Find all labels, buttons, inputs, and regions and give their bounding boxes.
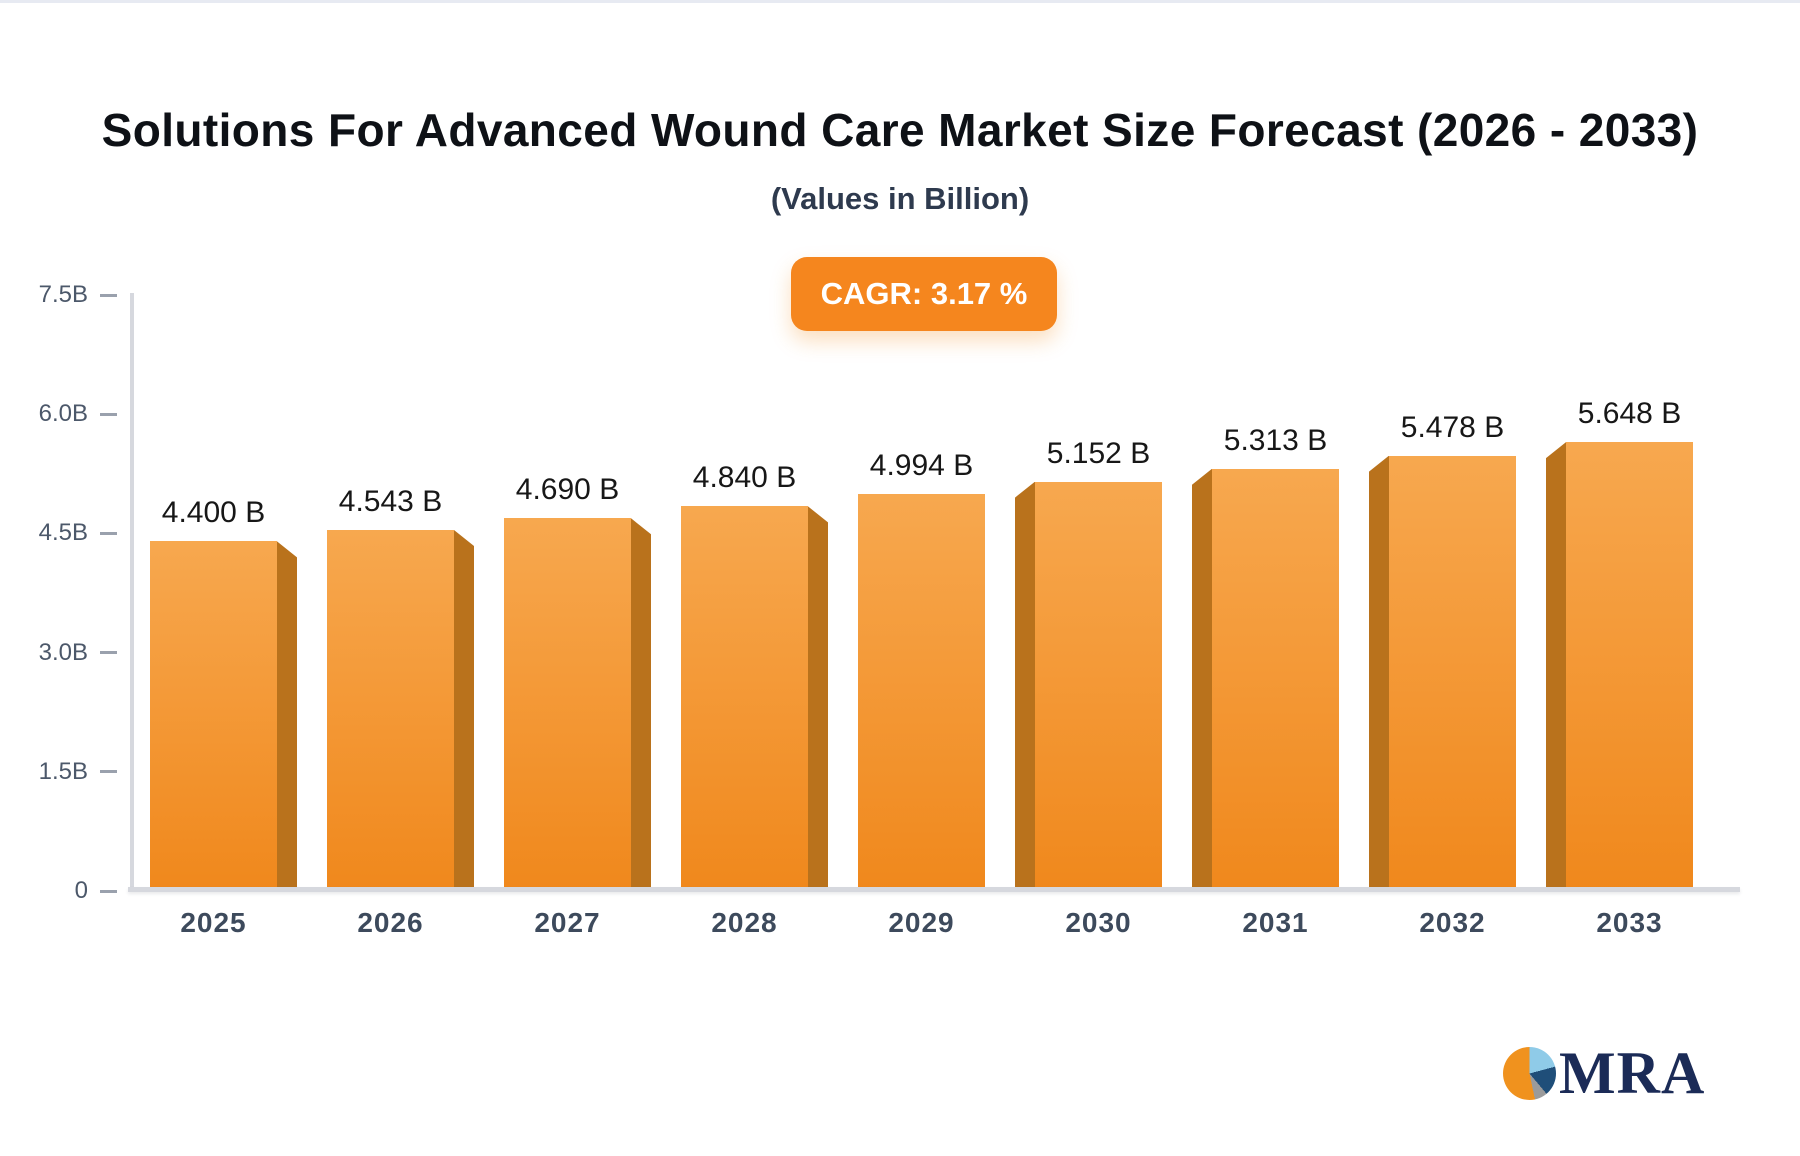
bar-value-label-2033: 5.648 B <box>1577 397 1682 431</box>
y-axis-tick-label: 4.5B <box>38 519 88 547</box>
y-axis-line <box>130 293 134 891</box>
bar-2025 <box>150 541 277 890</box>
bar-side-2032 <box>1369 455 1389 890</box>
bar-side-2030 <box>1015 481 1035 890</box>
bar-value-label-2032: 5.478 B <box>1400 410 1505 444</box>
x-axis-label-2027: 2027 <box>534 907 601 938</box>
bar-2029 <box>858 494 985 890</box>
bar-value-label-2030: 5.152 B <box>1046 436 1151 470</box>
bar-2027 <box>504 518 631 890</box>
bar-value-label-2028: 4.840 B <box>692 461 797 495</box>
x-axis-label-2026: 2026 <box>357 907 424 938</box>
y-axis-tick-label: 7.5B <box>38 281 88 308</box>
x-axis-line <box>128 887 1740 892</box>
x-axis-label-2032: 2032 <box>1419 907 1486 938</box>
x-axis-label-2033: 2033 <box>1596 907 1663 938</box>
bar-2030 <box>1035 481 1162 890</box>
bar-side-2031 <box>1192 468 1212 890</box>
y-axis-tick-label: 0 <box>74 877 88 904</box>
x-axis-label-2029: 2029 <box>888 907 955 938</box>
bar-value-label-2027: 4.690 B <box>515 473 620 507</box>
bar-side-2025 <box>277 541 297 890</box>
y-axis-tick-label: 6.0B <box>38 400 88 428</box>
bar-2031 <box>1212 468 1339 890</box>
bar-side-2028 <box>808 506 828 890</box>
bar-side-2026 <box>454 529 474 890</box>
x-axis-label-2030: 2030 <box>1065 907 1132 938</box>
bar-value-label-2031: 5.313 B <box>1223 423 1328 457</box>
y-axis-tick <box>100 412 117 416</box>
y-axis-tick <box>100 651 117 655</box>
bar-2026 <box>327 529 454 890</box>
bar-2033 <box>1566 442 1693 890</box>
y-axis-tick-label: 1.5B <box>38 757 88 785</box>
x-axis-label-2028: 2028 <box>711 907 778 938</box>
bar-value-label-2026: 4.543 B <box>338 484 443 518</box>
bar-value-label-2025: 4.400 B <box>161 496 266 530</box>
y-axis-tick <box>100 889 117 893</box>
y-axis-tick <box>100 293 117 297</box>
pie-chart-logo-icon <box>1503 1046 1556 1100</box>
bar-side-2027 <box>631 518 651 890</box>
cagr-badge: CAGR: 3.17 % <box>791 257 1057 331</box>
bar-2028 <box>681 506 808 890</box>
chart-title: Solutions For Advanced Wound Care Market… <box>101 104 1699 156</box>
y-axis-tick <box>100 531 117 535</box>
x-axis-label-2025: 2025 <box>180 907 247 938</box>
bar-2032 <box>1389 455 1516 890</box>
bar-side-2033 <box>1546 442 1566 890</box>
brand-name: MRA <box>1559 1039 1706 1106</box>
brand-logo: MRA <box>1503 1040 1705 1106</box>
bar-value-label-2029: 4.994 B <box>869 449 974 483</box>
chart-subtitle: (Values in Billion) <box>770 181 1030 216</box>
x-axis-label-2031: 2031 <box>1242 907 1309 938</box>
y-axis-tick-label: 3.0B <box>38 638 88 666</box>
y-axis-tick <box>100 770 117 774</box>
cagr-badge-label: CAGR: 3.17 % <box>820 276 1028 311</box>
